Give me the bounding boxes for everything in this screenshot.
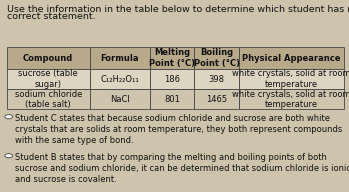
Bar <box>239 69 344 89</box>
Bar <box>150 89 194 109</box>
Text: Use the information in the table below to determine which student has made a: Use the information in the table below t… <box>7 5 349 14</box>
Text: 186: 186 <box>164 75 180 84</box>
Text: Physical Appearance: Physical Appearance <box>242 54 341 63</box>
Text: Melting
Point (°C): Melting Point (°C) <box>149 48 195 68</box>
Bar <box>239 89 344 109</box>
Text: Boiling
Point (°C): Boiling Point (°C) <box>194 48 240 68</box>
Bar <box>194 47 239 69</box>
Circle shape <box>5 154 13 158</box>
Text: Student C states that because sodium chloride and sucrose are both white
crystal: Student C states that because sodium chl… <box>15 114 342 146</box>
Bar <box>89 69 150 89</box>
Bar <box>194 69 239 89</box>
Text: 801: 801 <box>164 95 180 104</box>
Text: 1465: 1465 <box>206 95 227 104</box>
Text: sucrose (table
sugar): sucrose (table sugar) <box>18 70 78 89</box>
Bar <box>7 47 89 69</box>
Text: NaCl: NaCl <box>110 95 129 104</box>
Bar <box>7 69 89 89</box>
Bar <box>89 47 150 69</box>
Bar <box>89 89 150 109</box>
Bar <box>150 69 194 89</box>
Text: white crystals, solid at room
temperature: white crystals, solid at room temperatur… <box>232 90 349 109</box>
Text: Formula: Formula <box>101 54 139 63</box>
Text: white crystals, solid at room
temperature: white crystals, solid at room temperatur… <box>232 70 349 89</box>
Text: 398: 398 <box>209 75 225 84</box>
Text: Student B states that by comparing the melting and boiling points of both
sucros: Student B states that by comparing the m… <box>15 153 349 184</box>
Text: C₁₂H₂₂O₁₁: C₁₂H₂₂O₁₁ <box>100 75 139 84</box>
Bar <box>7 89 89 109</box>
Text: correct statement.: correct statement. <box>7 12 96 22</box>
Bar <box>239 47 344 69</box>
Text: Compound: Compound <box>23 54 73 63</box>
Bar <box>150 47 194 69</box>
Circle shape <box>5 115 13 119</box>
Text: sodium chloride
(table salt): sodium chloride (table salt) <box>15 90 82 109</box>
Bar <box>194 89 239 109</box>
